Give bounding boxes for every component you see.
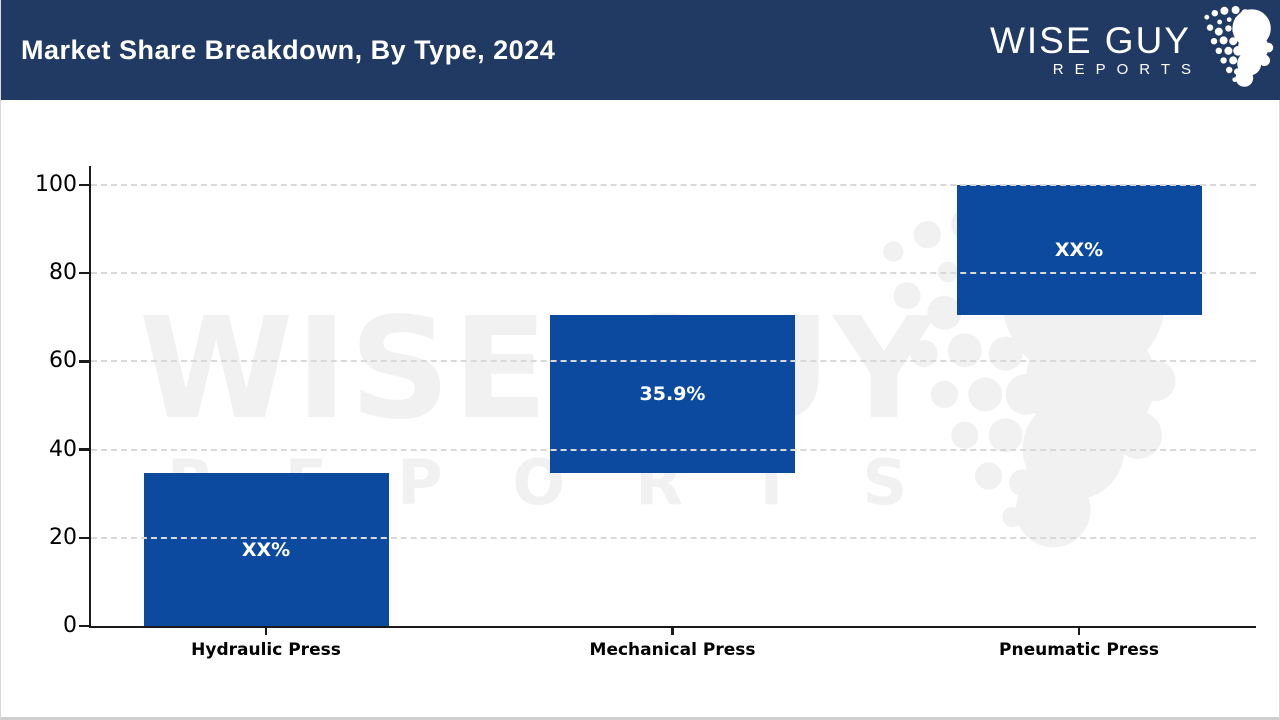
gridline-60	[91, 360, 1256, 363]
header-bar: Market Share Breakdown, By Type, 2024 WI…	[1, 0, 1280, 100]
bar-value-label-mechanical-press: 35.9%	[639, 383, 706, 406]
x-axis-label-pneumatic-press: Pneumatic Press	[999, 640, 1159, 660]
bar-hydraulic-press: XX%	[143, 473, 389, 626]
logo-text: WISE GUY REPORTS	[990, 21, 1191, 79]
gridline-40	[91, 448, 1256, 451]
logo-wordmark: WISE GUY	[989, 20, 1191, 61]
gridline-80	[91, 272, 1256, 275]
y-tick-label-80: 80	[49, 260, 77, 286]
y-tick-label-100: 100	[35, 172, 77, 197]
y-tick-100	[79, 183, 89, 187]
bar-value-label-hydraulic-press: XX%	[241, 538, 291, 561]
y-tick-label-0: 0	[63, 613, 77, 638]
x-tick-pneumatic-press	[1077, 626, 1081, 635]
y-tick-40	[79, 448, 89, 451]
y-tick-label-60: 60	[49, 348, 77, 374]
logo-subtitle: REPORTS	[1052, 61, 1202, 78]
x-axis-label-hydraulic-press: Hydraulic Press	[191, 640, 341, 660]
gridline-20	[91, 536, 1256, 539]
wise-guy-logo: WISE GUY REPORTS	[985, 4, 1275, 96]
watermark-wordmark: WISE GUY	[139, 288, 937, 451]
x-tick-mechanical-press	[671, 626, 674, 635]
bar-mechanical-press: 35.9%	[550, 315, 795, 474]
y-tick-20	[79, 536, 89, 540]
y-tick-60	[79, 360, 89, 363]
y-tick-0	[79, 624, 89, 628]
chart-title: Market Share Breakdown, By Type, 2024	[21, 34, 556, 65]
gridline-100	[91, 184, 1256, 186]
logo-head-icon	[1204, 6, 1274, 87]
x-tick-hydraulic-press	[264, 626, 268, 635]
x-axis-label-mechanical-press: Mechanical Press	[589, 640, 756, 660]
y-tick-80	[79, 271, 89, 275]
y-tick-label-40: 40	[49, 436, 77, 462]
plot-area: 0 20 40 60 80 100 XX% Hydraulic Press 35.9% Mecha…	[35, 166, 1256, 660]
bar-pneumatic-press: XX%	[956, 185, 1202, 316]
y-tick-label-20: 20	[49, 524, 77, 550]
bar-value-label-pneumatic-press: XX%	[1054, 239, 1104, 262]
